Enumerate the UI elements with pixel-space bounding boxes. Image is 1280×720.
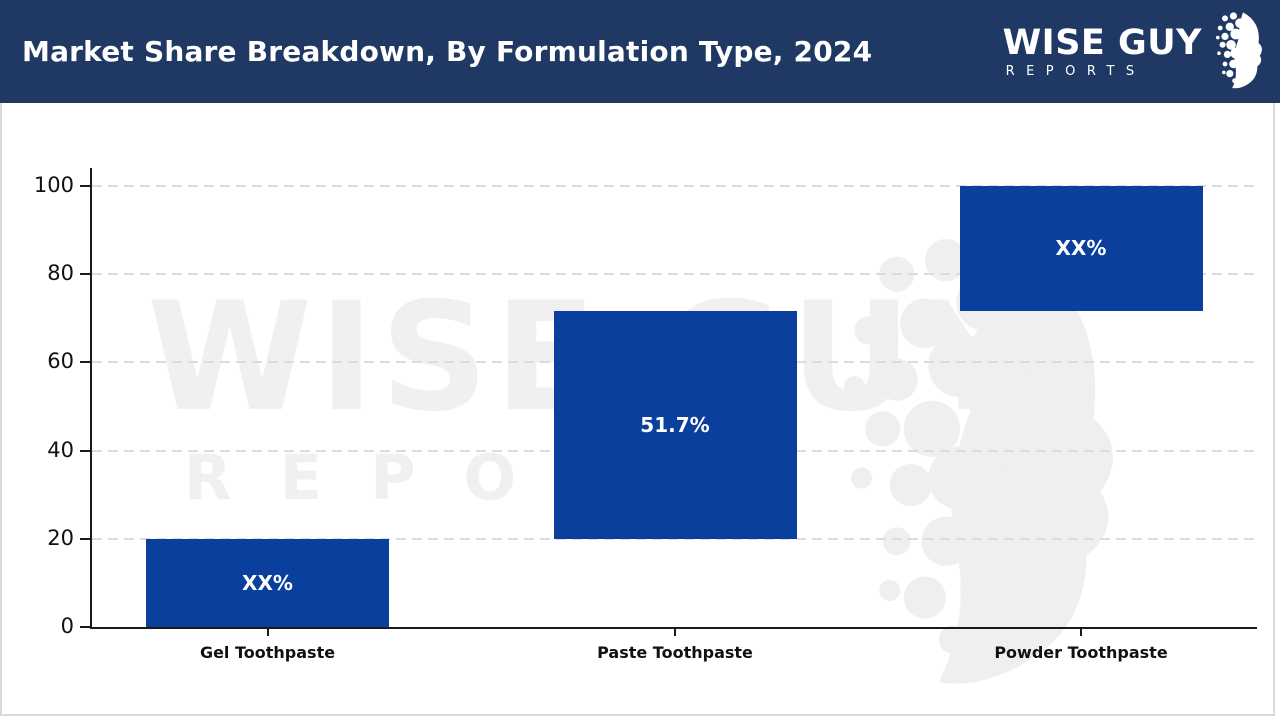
y-axis-tick [80,626,90,628]
logo-subtitle: REPORTS [1005,64,1146,80]
y-axis-tick-label: 80 [47,261,74,286]
plot-area: 0 20 40 60 80 100 XX% Gel Toothpaste 51.7% Paste … [34,168,1257,662]
y-axis-tick [80,273,90,276]
bar-paste-toothpaste: 51.7% [553,310,797,539]
y-axis-tick-label: 60 [47,349,74,374]
x-axis-tick [1080,629,1082,636]
chart-canvas: WISE GUY REPORTS 0 20 40 60 80 100 XX% Gel Toot… [0,103,1275,716]
logo-name: WISE GUY [1002,22,1202,63]
y-axis-tick-label: 20 [47,525,74,550]
wiseguy-face-icon [1216,12,1262,89]
gridline-20 [92,537,1257,540]
x-axis-tick [266,629,269,636]
y-axis-tick-label: 100 [33,173,74,197]
wiseguy-logo: WISE GUY REPORTS [1003,8,1268,96]
bar-value-label: XX% [1055,236,1107,261]
page-title: Market Share Breakdown, By Formulation T… [22,35,873,68]
gridline-80 [92,273,1257,276]
x-axis-tick [674,629,676,636]
x-axis-label-powder-toothpaste: Powder Toothpaste [994,643,1168,662]
y-axis-tick-label: 40 [47,437,74,462]
y-axis-tick [80,537,90,540]
bar-value-label: 51.7% [640,412,710,437]
x-axis-label-gel-toothpaste: Gel Toothpaste [199,643,336,662]
bar-gel-toothpaste: XX% [146,538,389,627]
header-bar: Market Share Breakdown, By Formulation T… [0,0,1280,103]
bar-value-label: XX% [242,570,293,595]
x-axis-label-paste-toothpaste: Paste Toothpaste [597,643,753,662]
y-axis-tick [80,361,90,364]
y-axis-tick [80,449,90,452]
gridline-100 [92,185,1257,187]
y-axis-tick [80,185,90,187]
bar-powder-toothpaste: XX% [959,186,1203,311]
y-axis-tick-label: 0 [60,614,74,638]
